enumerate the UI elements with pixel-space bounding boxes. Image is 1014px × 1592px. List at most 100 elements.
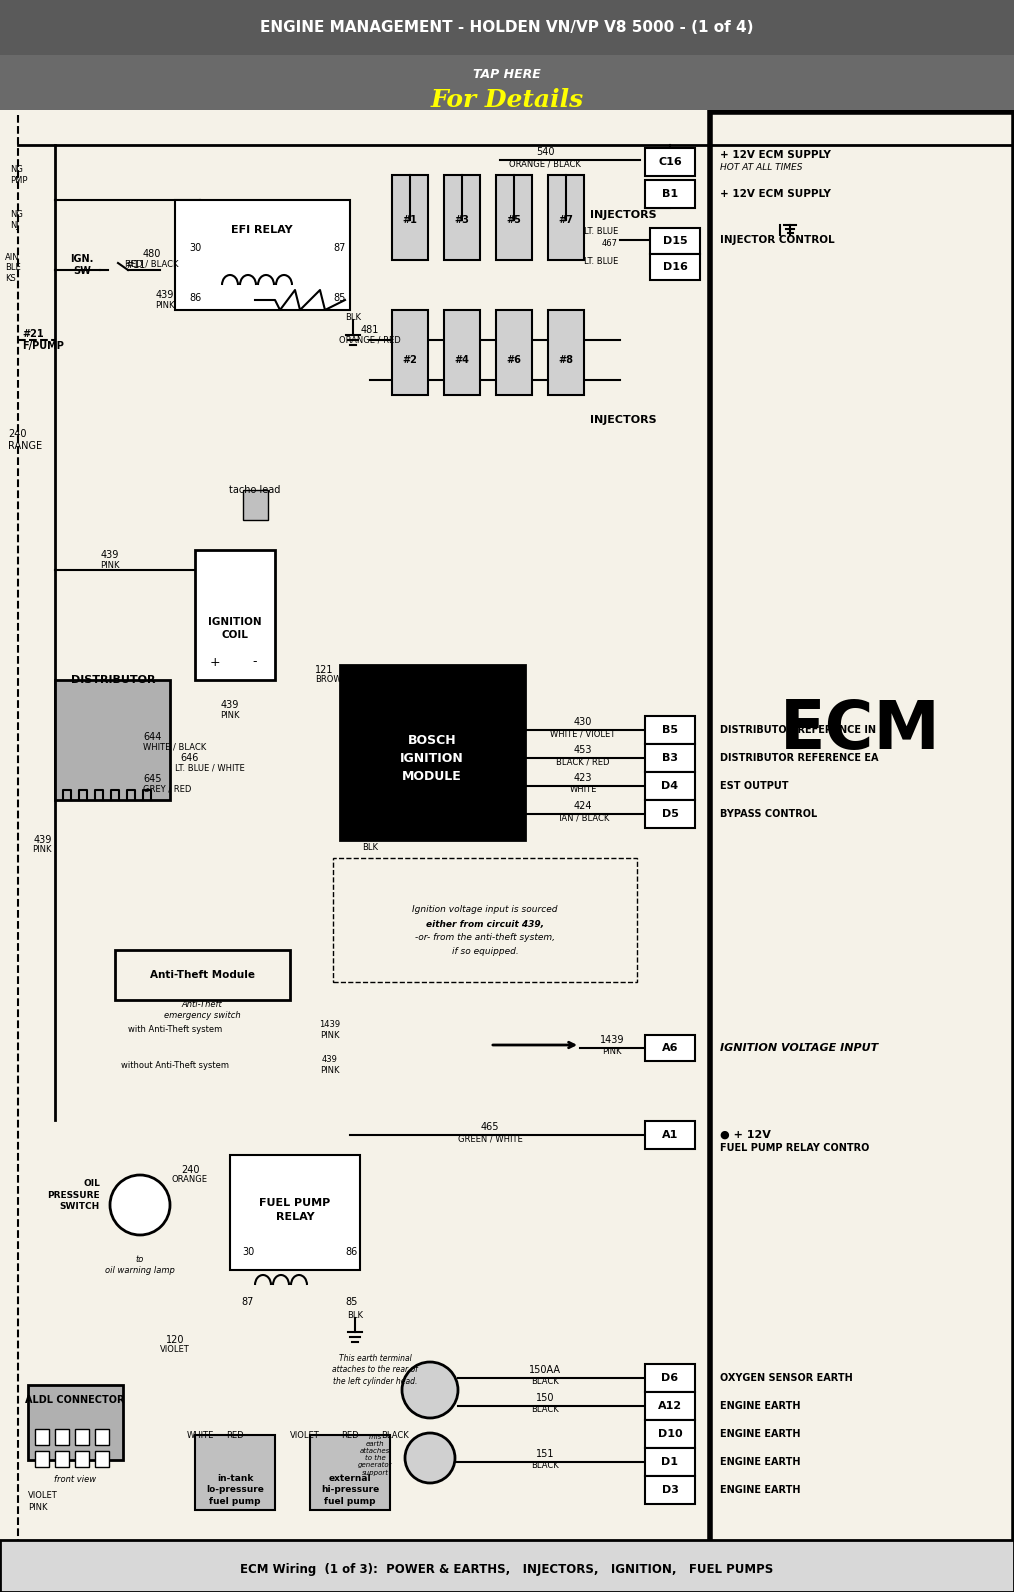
Text: HOT AT ALL TIMES: HOT AT ALL TIMES <box>720 164 802 172</box>
Bar <box>444 310 480 395</box>
Bar <box>645 1035 695 1060</box>
Text: LT. BLUE: LT. BLUE <box>584 228 618 237</box>
Text: LT. BLUE / WHITE: LT. BLUE / WHITE <box>175 764 244 772</box>
Text: A1: A1 <box>662 1130 678 1140</box>
Bar <box>175 201 350 310</box>
Bar <box>0 1539 1014 1592</box>
Text: WHITE: WHITE <box>187 1431 214 1439</box>
Text: #8: #8 <box>559 355 574 365</box>
Bar <box>392 310 428 395</box>
Bar <box>645 1391 695 1420</box>
Bar <box>650 228 700 255</box>
Text: BLACK: BLACK <box>531 1461 559 1471</box>
Text: Anti-Theft Module: Anti-Theft Module <box>149 970 255 981</box>
Text: IGNITION: IGNITION <box>208 618 262 627</box>
Bar <box>340 665 525 841</box>
Text: 645: 645 <box>143 774 161 783</box>
Text: DISTRIBUTOR: DISTRIBUTOR <box>71 675 155 685</box>
Text: IGNITION: IGNITION <box>401 751 463 764</box>
Text: A12: A12 <box>658 1401 682 1411</box>
FancyBboxPatch shape <box>333 858 637 982</box>
Bar <box>75 1450 89 1466</box>
Bar <box>548 175 584 259</box>
Text: ● + 12V: ● + 12V <box>720 1130 771 1140</box>
Text: ENGINE EARTH: ENGINE EARTH <box>720 1457 800 1466</box>
Text: D1: D1 <box>661 1457 678 1466</box>
Text: D4: D4 <box>661 782 678 791</box>
Bar <box>55 1430 69 1446</box>
Text: 121: 121 <box>315 665 334 675</box>
Text: 480: 480 <box>143 248 161 259</box>
Text: #1: #1 <box>403 215 418 224</box>
Text: RED / BLACK: RED / BLACK <box>126 259 178 269</box>
Text: B3: B3 <box>662 753 678 763</box>
Text: -: - <box>252 656 258 669</box>
Text: without Anti-Theft system: without Anti-Theft system <box>121 1060 229 1070</box>
Text: ECM Wiring  (1 of 3):  POWER & EARTHS,   INJECTORS,   IGNITION,   FUEL PUMPS: ECM Wiring (1 of 3): POWER & EARTHS, INJ… <box>240 1563 774 1576</box>
Text: #5: #5 <box>507 215 521 224</box>
Text: 240: 240 <box>180 1165 199 1175</box>
Text: #3: #3 <box>454 215 469 224</box>
Text: D3: D3 <box>661 1485 678 1495</box>
Text: 481: 481 <box>361 325 379 334</box>
Text: OIL
PRESSURE
SWITCH: OIL PRESSURE SWITCH <box>48 1180 100 1210</box>
Text: with Anti-Theft system: with Anti-Theft system <box>128 1025 222 1035</box>
Text: external
hi-pressure
fuel pump: external hi-pressure fuel pump <box>320 1474 379 1506</box>
Text: This earth terminal
attaches to the rear of
the left cylinder head.: This earth terminal attaches to the rear… <box>333 1355 418 1385</box>
Text: ORANGE: ORANGE <box>172 1175 208 1184</box>
Text: in-tank
lo-pressure
fuel pump: in-tank lo-pressure fuel pump <box>206 1474 264 1506</box>
Text: AIN
BLE
KS: AIN BLE KS <box>5 253 20 283</box>
Text: 430: 430 <box>574 716 592 728</box>
Text: #11: #11 <box>125 259 145 271</box>
Text: 439: 439 <box>33 834 52 845</box>
Text: 453: 453 <box>574 745 592 755</box>
Text: PINK: PINK <box>602 1048 622 1057</box>
Bar <box>645 1420 695 1449</box>
Text: WHITE / VIOLET: WHITE / VIOLET <box>551 729 615 739</box>
Text: WHITE: WHITE <box>569 785 596 794</box>
Text: tacho lead: tacho lead <box>229 486 281 495</box>
Text: -or- from the anti-theft system,: -or- from the anti-theft system, <box>415 933 555 942</box>
Text: B1: B1 <box>662 189 678 199</box>
Bar <box>645 1449 695 1476</box>
Text: For Details: For Details <box>430 88 584 111</box>
Text: TAP HERE: TAP HERE <box>474 68 540 81</box>
Text: PINK: PINK <box>100 560 120 570</box>
Text: 439
PINK: 439 PINK <box>320 1055 340 1075</box>
Circle shape <box>402 1363 458 1418</box>
Text: B5: B5 <box>662 724 678 736</box>
Text: 540: 540 <box>535 146 555 158</box>
Text: BLK: BLK <box>347 1310 363 1320</box>
Bar <box>195 549 275 680</box>
Bar <box>645 1476 695 1504</box>
Bar <box>645 1364 695 1391</box>
Bar <box>95 1450 108 1466</box>
Text: BLACK: BLACK <box>381 1431 409 1439</box>
Bar <box>548 310 584 395</box>
Bar <box>645 716 695 743</box>
Bar <box>710 111 1014 1579</box>
Text: Ignition voltage input is sourced: Ignition voltage input is sourced <box>413 906 558 914</box>
Text: 151: 151 <box>535 1449 555 1458</box>
Bar <box>115 950 290 1000</box>
Text: OXYGEN SENSOR EARTH: OXYGEN SENSOR EARTH <box>720 1372 853 1383</box>
Text: A6: A6 <box>662 1043 678 1052</box>
Text: ORANGE / RED: ORANGE / RED <box>339 336 401 344</box>
Bar <box>35 1430 49 1446</box>
Bar <box>310 1434 390 1509</box>
Text: IGN.
SW: IGN. SW <box>70 255 93 275</box>
Text: ORANGE / BLACK: ORANGE / BLACK <box>509 159 581 169</box>
Bar <box>645 743 695 772</box>
Text: BLK: BLK <box>362 844 378 852</box>
Text: 467: 467 <box>602 239 618 248</box>
Text: 644: 644 <box>143 732 161 742</box>
Text: D5: D5 <box>661 809 678 818</box>
Bar <box>230 1156 360 1270</box>
Text: VIOLET: VIOLET <box>28 1490 58 1500</box>
Text: to
oil warning lamp: to oil warning lamp <box>105 1256 175 1275</box>
Text: Anti-Theft
emergency switch: Anti-Theft emergency switch <box>163 1000 240 1020</box>
Text: VIOLET: VIOLET <box>160 1345 190 1355</box>
Text: #21
F/PUMP: #21 F/PUMP <box>22 330 64 352</box>
Circle shape <box>110 1175 170 1235</box>
Text: D16: D16 <box>662 263 687 272</box>
